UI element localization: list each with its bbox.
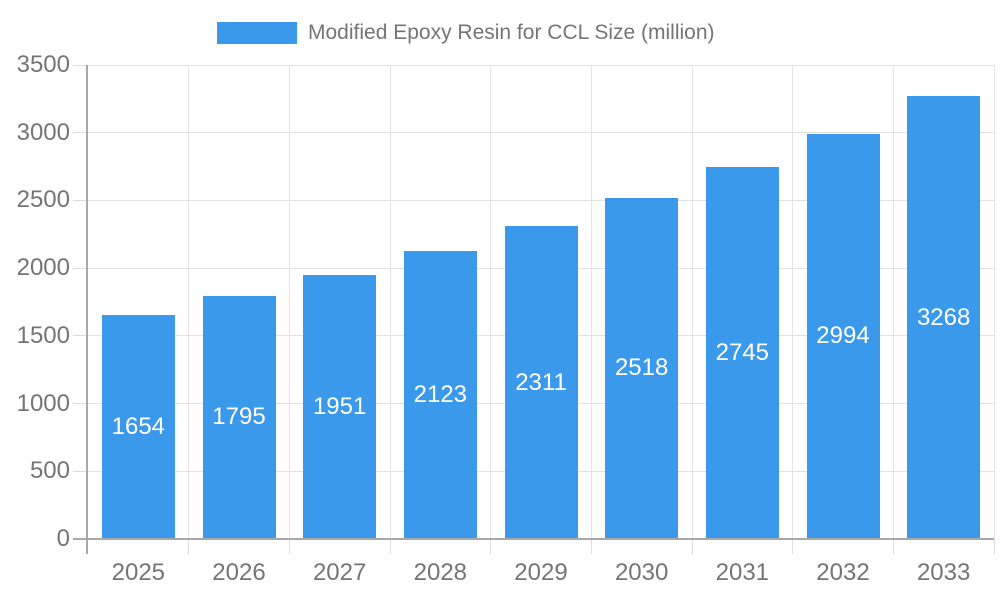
bar-2033[interactable]: 3268: [907, 96, 981, 539]
bar-value-label: 2745: [715, 339, 770, 367]
bar-2032[interactable]: 2994: [806, 133, 880, 539]
gridline-vertical: [288, 65, 290, 539]
gridline-vertical: [490, 65, 492, 539]
x-axis-tick: [288, 539, 290, 554]
bar-value-label: 2123: [413, 381, 468, 409]
bar-value-label: 2518: [614, 354, 669, 382]
bar-2026[interactable]: 1795: [202, 295, 276, 539]
gridline-vertical: [993, 65, 995, 539]
y-axis-line: [86, 65, 88, 554]
y-axis-label: 3000: [16, 118, 70, 146]
x-axis-tick: [993, 539, 995, 554]
x-axis-tick: [590, 539, 592, 554]
bar-value-label: 1951: [312, 392, 367, 420]
y-axis-tick: [73, 64, 88, 66]
x-axis-label: 2033: [916, 559, 971, 586]
y-axis-tick: [73, 470, 88, 472]
gridline-horizontal: [88, 132, 994, 134]
gridline-horizontal: [88, 199, 994, 201]
y-axis-label: 1500: [16, 321, 70, 349]
x-axis-label: 2025: [111, 559, 166, 586]
bar-value-label: 1654: [111, 412, 166, 440]
y-axis-tick: [73, 199, 88, 201]
x-axis-label: 2028: [413, 559, 468, 586]
legend-item[interactable]: Modified Epoxy Resin for CCL Size (milli…: [217, 21, 715, 45]
x-axis-tick: [691, 539, 693, 554]
legend-label: Modified Epoxy Resin for CCL Size (milli…: [308, 21, 715, 44]
y-axis-label: 3500: [16, 51, 70, 78]
y-axis-label: 1000: [16, 389, 70, 417]
x-axis-tick: [792, 539, 794, 554]
x-axis-label: 2031: [715, 559, 770, 586]
x-axis-label: 2032: [816, 559, 870, 586]
bar-value-label: 3268: [916, 303, 971, 331]
gridline-vertical: [892, 65, 894, 539]
y-axis-tick: [73, 335, 88, 337]
bar-value-label: 1795: [212, 403, 266, 431]
bar-value-label: 2994: [816, 322, 870, 350]
bar-value-label: 2311: [515, 368, 567, 396]
bar-2028[interactable]: 2123: [403, 251, 477, 539]
bar-2029[interactable]: 2311: [504, 226, 578, 539]
bar-2031[interactable]: 2745: [705, 167, 779, 539]
x-axis-label: 2027: [312, 559, 367, 586]
gridline-vertical: [188, 65, 190, 539]
y-axis-tick: [73, 132, 88, 134]
x-axis-line: [73, 538, 994, 540]
gridline-horizontal: [88, 64, 994, 66]
y-axis-tick: [73, 403, 88, 405]
y-axis-label: 0: [56, 525, 70, 552]
legend-swatch: [217, 22, 297, 44]
y-axis-tick: [73, 267, 88, 269]
x-axis-label: 2030: [614, 559, 669, 586]
x-axis-tick: [188, 539, 190, 554]
bar-2025[interactable]: 1654: [101, 315, 175, 539]
x-axis-tick: [892, 539, 894, 554]
x-axis-label: 2026: [212, 559, 266, 586]
x-axis-label: 2029: [514, 559, 568, 586]
gridline-vertical: [590, 65, 592, 539]
gridline-vertical: [389, 65, 391, 539]
gridline-vertical: [792, 65, 794, 539]
x-axis-tick: [490, 539, 492, 554]
x-axis-tick: [389, 539, 391, 554]
gridline-vertical: [691, 65, 693, 539]
bar-2027[interactable]: 1951: [303, 274, 377, 539]
y-axis-label: 2000: [16, 254, 70, 282]
y-axis-label: 500: [29, 457, 70, 485]
y-axis-label: 2500: [16, 186, 70, 214]
bar-2030[interactable]: 2518: [605, 197, 679, 539]
